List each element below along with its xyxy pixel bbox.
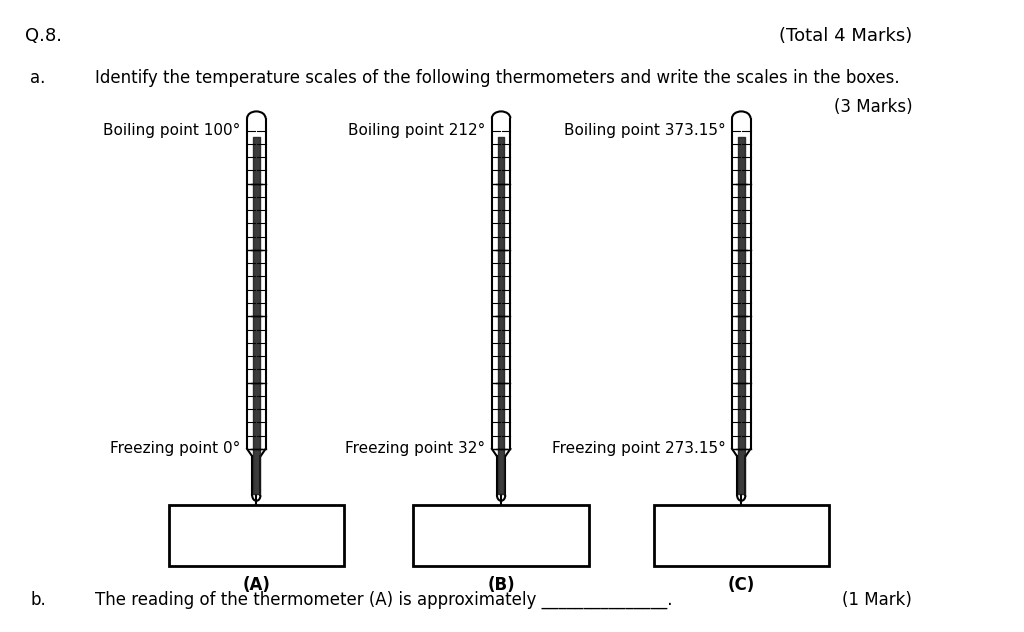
Text: Identify the temperature scales of the following thermometers and write the scal: Identify the temperature scales of the f… bbox=[94, 69, 899, 87]
Text: Q.8.: Q.8. bbox=[26, 27, 62, 45]
Text: (Total 4 Marks): (Total 4 Marks) bbox=[779, 27, 912, 45]
Text: Boiling point 100°: Boiling point 100° bbox=[103, 123, 241, 138]
Text: (1 Mark): (1 Mark) bbox=[843, 591, 912, 609]
Text: (B): (B) bbox=[487, 576, 515, 593]
Text: Freezing point 273.15°: Freezing point 273.15° bbox=[552, 441, 726, 456]
Text: Boiling point 212°: Boiling point 212° bbox=[348, 123, 485, 138]
Text: a.: a. bbox=[30, 69, 45, 87]
Text: The reading of the thermometer (A) is approximately _______________.: The reading of the thermometer (A) is ap… bbox=[94, 591, 672, 609]
Text: b.: b. bbox=[30, 591, 46, 609]
Text: Boiling point 373.15°: Boiling point 373.15° bbox=[564, 123, 726, 138]
Text: (A): (A) bbox=[243, 576, 270, 593]
Text: (C): (C) bbox=[728, 576, 755, 593]
Text: (3 Marks): (3 Marks) bbox=[834, 98, 912, 116]
Text: Freezing point 32°: Freezing point 32° bbox=[345, 441, 485, 456]
Text: Freezing point 0°: Freezing point 0° bbox=[111, 441, 241, 456]
